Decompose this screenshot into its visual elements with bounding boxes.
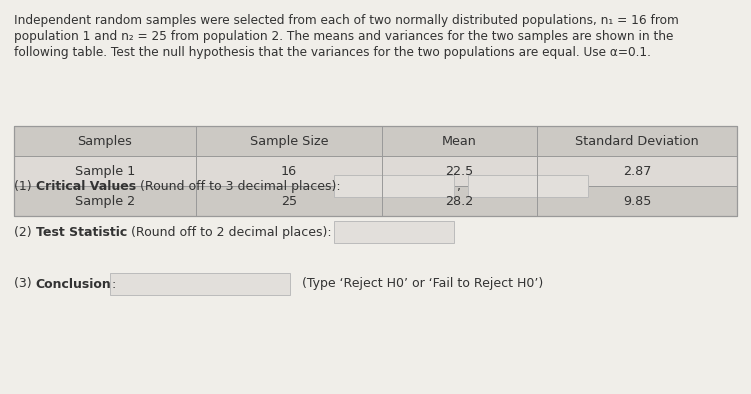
Text: Critical Values: Critical Values [35,180,136,193]
Text: Test Statistic: Test Statistic [35,225,127,238]
Text: :: : [111,277,116,290]
Bar [14,126,737,216]
Text: ,: , [457,180,461,193]
Text: following table. Test the null hypothesis that the variances for the two populat: following table. Test the null hypothesi… [14,46,651,59]
Text: 2.87: 2.87 [623,165,651,178]
Text: Sample 2: Sample 2 [75,195,135,208]
Bar [334,175,454,197]
Text: (2): (2) [14,225,35,238]
Bar [14,156,737,186]
Text: (Round off to 2 decimal places):: (Round off to 2 decimal places): [127,225,331,238]
Bar [14,186,737,216]
Text: 28.2: 28.2 [445,195,474,208]
Text: Conclusion: Conclusion [35,277,111,290]
Text: Samples: Samples [77,134,132,147]
Text: Mean: Mean [442,134,477,147]
Bar [110,273,290,295]
Text: (3): (3) [14,277,35,290]
Text: Standard Deviation: Standard Deviation [575,134,699,147]
Text: Sample 1: Sample 1 [75,165,135,178]
Text: population 1 and n₂ = 25 from population 2. The means and variances for the two : population 1 and n₂ = 25 from population… [14,30,674,43]
Bar [334,221,454,243]
Text: (Type ‘Reject H0’ or ‘Fail to Reject H0’): (Type ‘Reject H0’ or ‘Fail to Reject H0’… [302,277,543,290]
Text: 16: 16 [281,165,297,178]
Text: (Round off to 3 decimal places):: (Round off to 3 decimal places): [136,180,340,193]
Bar [468,175,588,197]
Text: Sample Size: Sample Size [250,134,328,147]
Text: Independent random samples were selected from each of two normally distributed p: Independent random samples were selected… [14,14,679,27]
Text: 9.85: 9.85 [623,195,651,208]
Bar [14,126,737,156]
Text: 25: 25 [281,195,297,208]
Text: (1): (1) [14,180,35,193]
Text: 22.5: 22.5 [445,165,474,178]
